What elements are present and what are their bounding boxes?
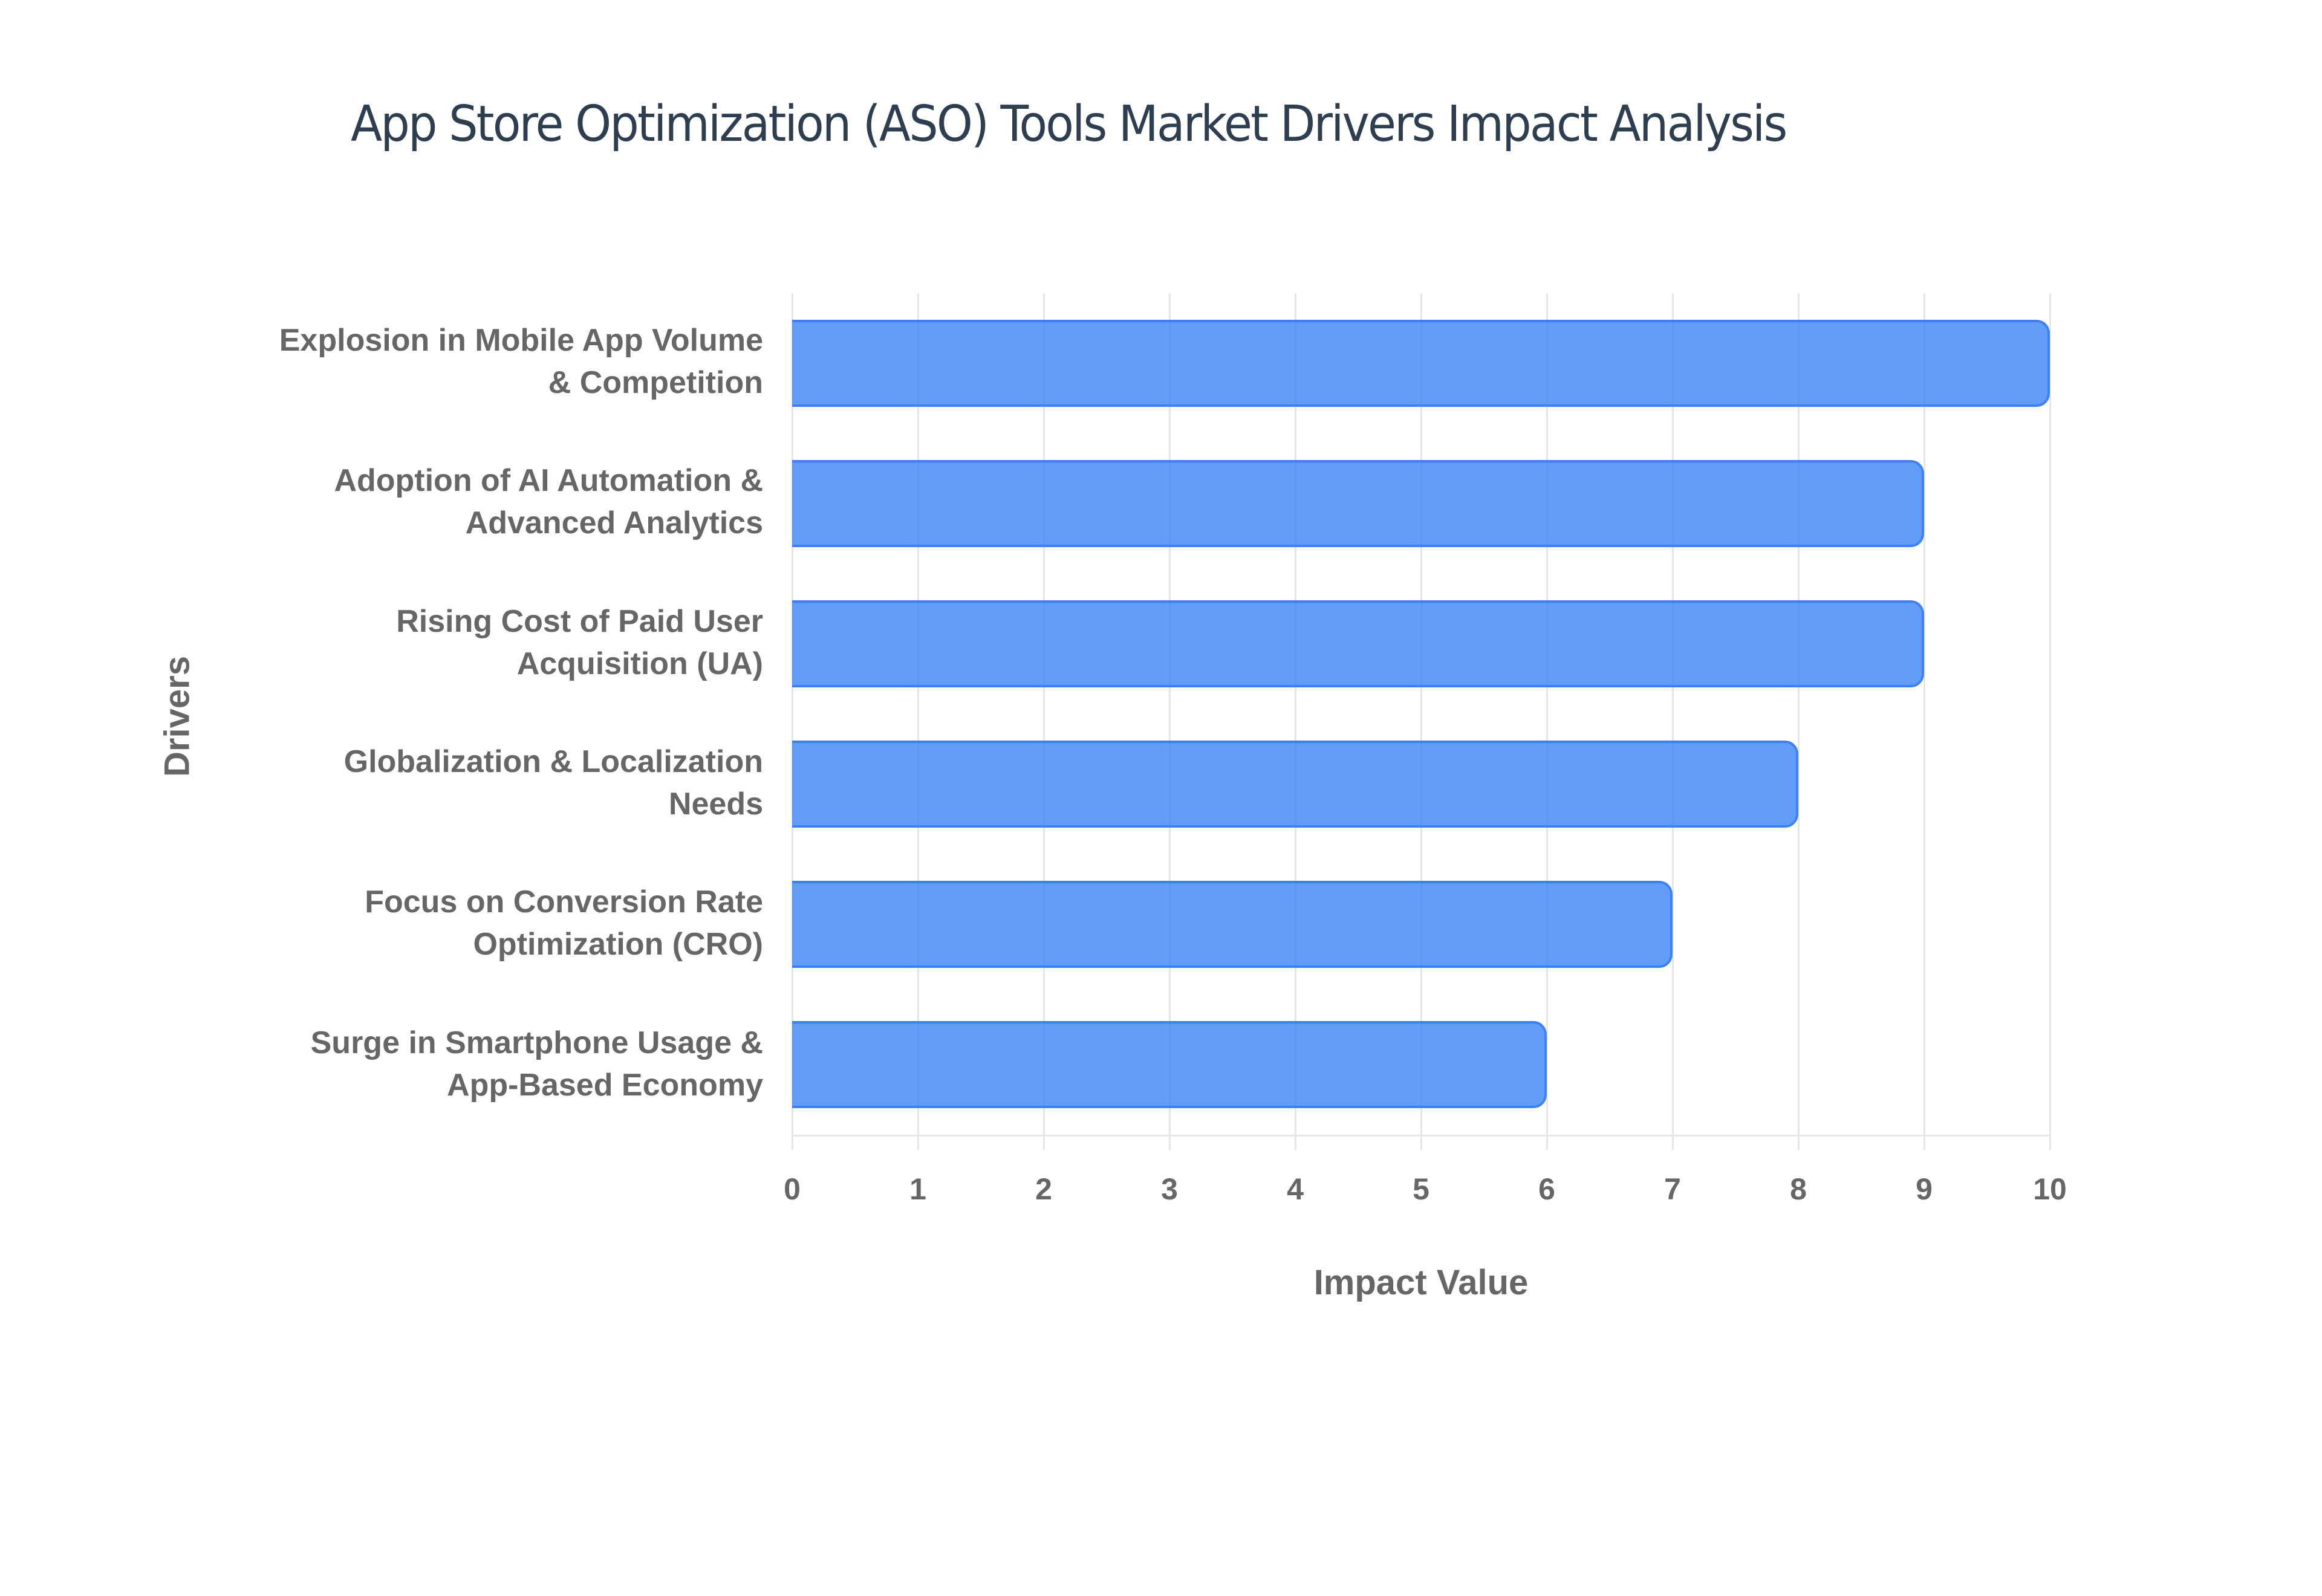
y-tick-label: Adoption of AI Automation & Advanced Ana… — [158, 459, 763, 544]
gridline-7 — [1672, 293, 1674, 1150]
gridline-3 — [1169, 293, 1171, 1150]
y-tick-label-line: Needs — [668, 787, 763, 822]
x-tick-label: 6 — [1538, 1172, 1555, 1206]
bar[interactable] — [792, 600, 1924, 687]
y-tick-label: Rising Cost of Paid User Acquisition (UA… — [158, 600, 763, 685]
x-tick-label: 8 — [1790, 1172, 1807, 1206]
y-tick-label: Globalization & Localization Needs — [158, 741, 763, 825]
x-tick-label: 4 — [1287, 1172, 1304, 1206]
bar[interactable] — [792, 881, 1673, 968]
plot-area — [792, 293, 2051, 1150]
y-tick-label: Explosion in Mobile App Volume & Competi… — [158, 319, 763, 404]
x-tick-label: 10 — [2033, 1172, 2067, 1206]
gridline-6 — [1546, 293, 1548, 1150]
bar[interactable] — [792, 320, 2050, 407]
x-tick-label: 7 — [1664, 1172, 1681, 1206]
gridline-1 — [917, 293, 919, 1150]
y-tick-label-line: & Competition — [548, 365, 763, 400]
bar[interactable] — [792, 741, 1798, 828]
y-tick-label: Focus on Conversion Rate Optimization (C… — [158, 881, 763, 965]
y-tick-label-line: Focus on Conversion Rate — [365, 884, 763, 920]
bar[interactable] — [792, 1021, 1547, 1108]
y-tick-label-line: App-Based Economy — [447, 1068, 763, 1103]
y-tick-label-line: Adoption of AI Automation & — [334, 463, 763, 498]
x-axis-title: Impact Value — [1313, 1263, 1529, 1302]
x-tick-label: 0 — [784, 1172, 801, 1206]
x-tick-label: 2 — [1035, 1172, 1052, 1206]
x-tick-label: 5 — [1413, 1172, 1429, 1206]
gridline-5 — [1420, 293, 1422, 1150]
y-tick-label-line: Advanced Analytics — [465, 505, 763, 540]
gridline-0 — [792, 293, 793, 1150]
x-tick-label: 9 — [1916, 1172, 1933, 1206]
chart-title: App Store Optimization (ASO) Tools Marke… — [351, 96, 1787, 153]
gridline-10 — [2049, 293, 2051, 1150]
x-axis-line — [792, 1135, 2050, 1137]
y-tick-label-line: Acquisition (UA) — [516, 646, 763, 681]
y-tick-label-line: Optimization (CRO) — [473, 927, 763, 962]
gridline-2 — [1043, 293, 1045, 1150]
y-tick-label-line: Rising Cost of Paid User — [396, 604, 763, 639]
gridline-8 — [1798, 293, 1800, 1150]
y-tick-label-line: Explosion in Mobile App Volume — [279, 323, 763, 358]
gridline-9 — [1924, 293, 1925, 1150]
x-tick-label: 3 — [1161, 1172, 1178, 1206]
gridline-4 — [1295, 293, 1296, 1150]
y-tick-label-line: Globalization & Localization — [343, 744, 763, 779]
y-tick-label: Surge in Smartphone Usage & App-Based Ec… — [158, 1022, 763, 1106]
y-tick-label-line: Surge in Smartphone Usage & — [310, 1025, 763, 1060]
x-tick-label: 1 — [909, 1172, 926, 1206]
bar[interactable] — [792, 460, 1924, 547]
